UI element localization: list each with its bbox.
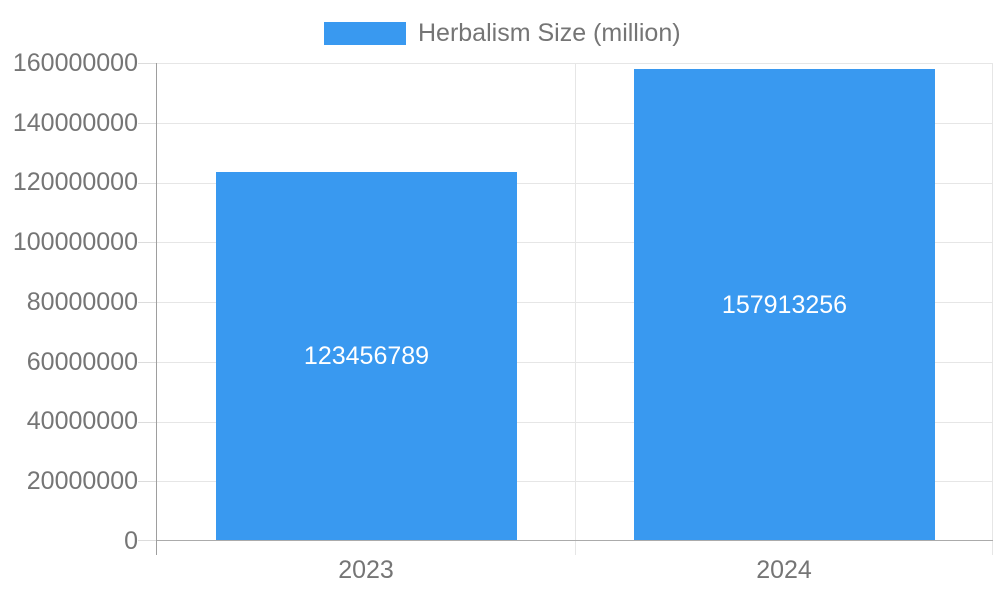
y-axis-tick-label: 0 [124, 527, 138, 555]
legend[interactable]: Herbalism Size (million) [324, 19, 681, 48]
y-axis-tick-label: 100000000 [12, 228, 138, 256]
y-axis-tick-label: 80000000 [26, 288, 138, 316]
plot-right-edge-line [992, 63, 993, 555]
y-axis-tick [138, 123, 157, 124]
y-axis-tick [138, 242, 157, 243]
y-axis-tick [138, 422, 157, 423]
y-axis-tick [138, 63, 157, 64]
y-axis-tick-label: 20000000 [26, 467, 138, 495]
plot-area: 123456789 157913256 [138, 63, 993, 555]
bar-value-label: 157913256 [721, 290, 848, 319]
category-divider-line [575, 63, 576, 555]
y-axis-tick [138, 540, 157, 541]
y-axis-tick [138, 481, 157, 482]
y-axis-tick [138, 302, 157, 303]
y-axis-tick [138, 183, 157, 184]
y-axis-tick-label: 40000000 [26, 407, 138, 435]
legend-label: Herbalism Size (million) [418, 19, 681, 47]
bar[interactable]: 123456789 [216, 172, 517, 541]
legend-swatch [324, 22, 406, 45]
y-axis-tick [138, 362, 157, 363]
x-axis-line [157, 540, 993, 541]
bar[interactable]: 157913256 [634, 69, 935, 541]
y-axis-tick-label: 160000000 [12, 49, 138, 77]
x-axis-tick-label: 2023 [338, 556, 394, 584]
x-axis-tick-label: 2024 [756, 556, 812, 584]
y-axis-line [156, 63, 157, 555]
bar-value-label: 123456789 [303, 342, 430, 371]
y-axis-tick-label: 60000000 [26, 348, 138, 376]
y-axis-tick-label: 140000000 [12, 109, 138, 137]
y-axis-tick-label: 120000000 [12, 168, 138, 196]
